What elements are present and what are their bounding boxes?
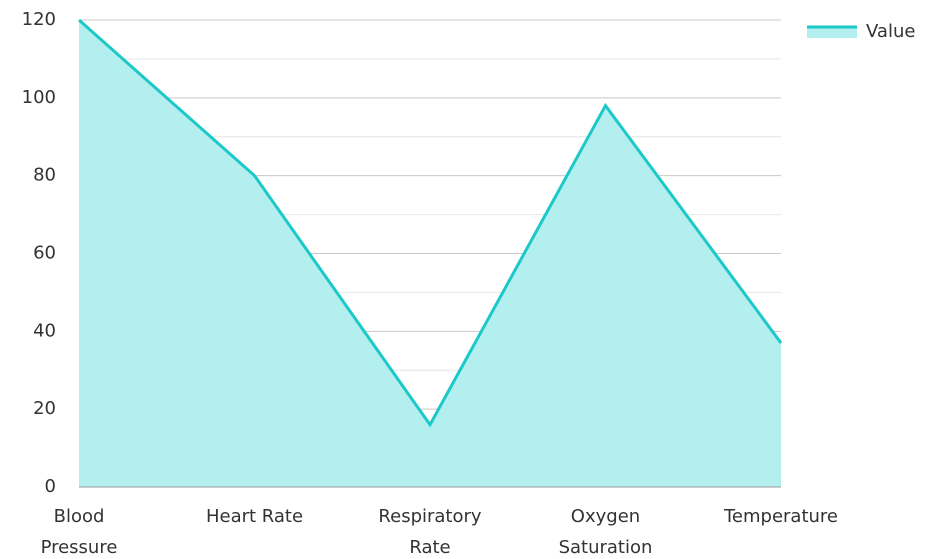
y-tick-label: 0 <box>45 476 56 497</box>
y-tick-label: 100 <box>22 87 56 108</box>
y-tick-label: 120 <box>22 9 56 30</box>
y-tick-label: 60 <box>33 243 56 264</box>
x-tick-label: Blood Pressure <box>41 506 118 558</box>
area-line <box>78 18 783 428</box>
y-tick-label: 20 <box>33 398 56 419</box>
area-fill <box>79 20 781 487</box>
x-tick-label: Temperature <box>723 506 838 527</box>
x-tick-label: Heart Rate <box>206 506 303 527</box>
legend-swatch <box>807 26 857 38</box>
x-tick-label: Oxygen Saturation <box>559 506 653 558</box>
y-tick-label: 40 <box>33 320 56 341</box>
y-tick-label: 80 <box>33 165 56 186</box>
legend-label: Value <box>866 21 915 42</box>
x-tick-label: Respiratory Rate <box>378 506 481 558</box>
